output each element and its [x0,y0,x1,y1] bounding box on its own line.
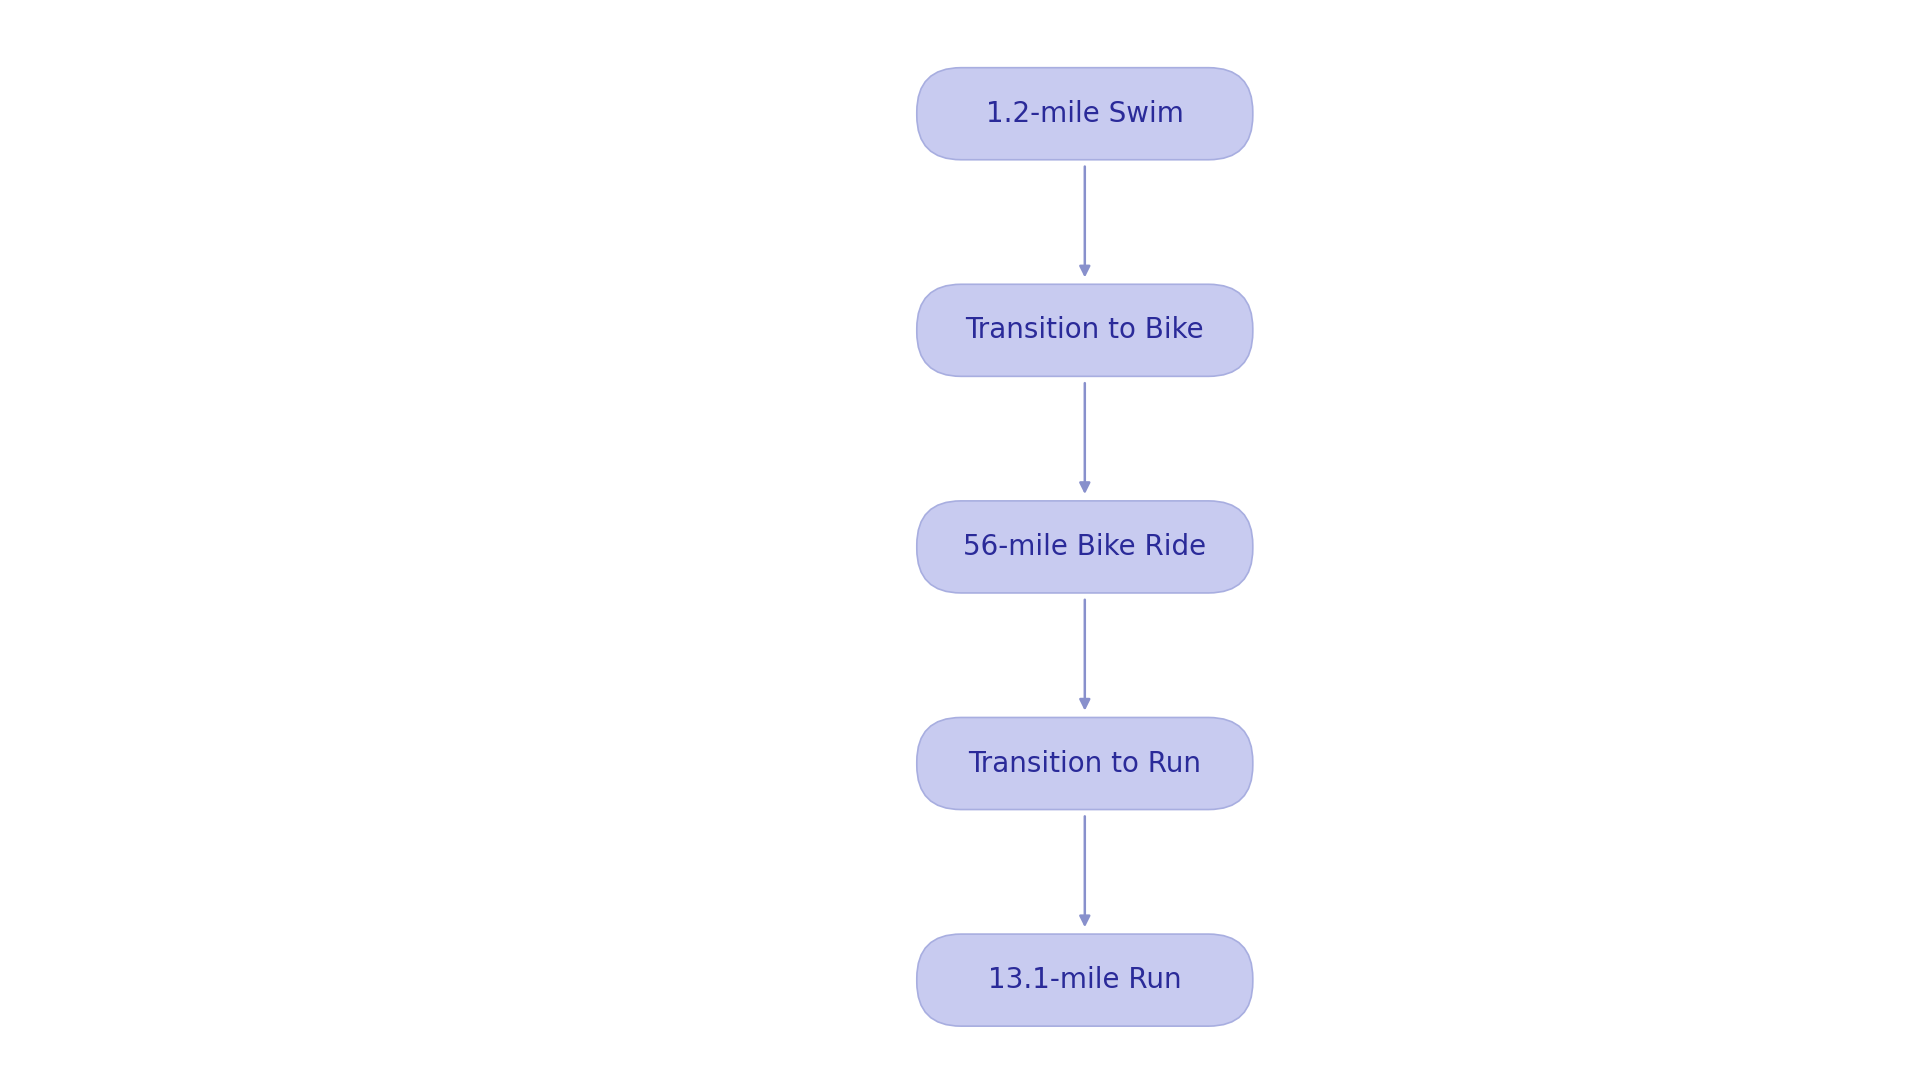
Text: 56-mile Bike Ride: 56-mile Bike Ride [964,533,1206,561]
Text: Transition to Bike: Transition to Bike [966,316,1204,344]
FancyBboxPatch shape [918,934,1252,1027]
FancyBboxPatch shape [918,285,1252,377]
FancyBboxPatch shape [918,718,1252,810]
Text: Transition to Run: Transition to Run [968,749,1202,778]
Text: 13.1-mile Run: 13.1-mile Run [989,966,1181,994]
Text: 1.2-mile Swim: 1.2-mile Swim [985,100,1185,128]
FancyBboxPatch shape [918,500,1252,593]
FancyBboxPatch shape [918,67,1252,160]
